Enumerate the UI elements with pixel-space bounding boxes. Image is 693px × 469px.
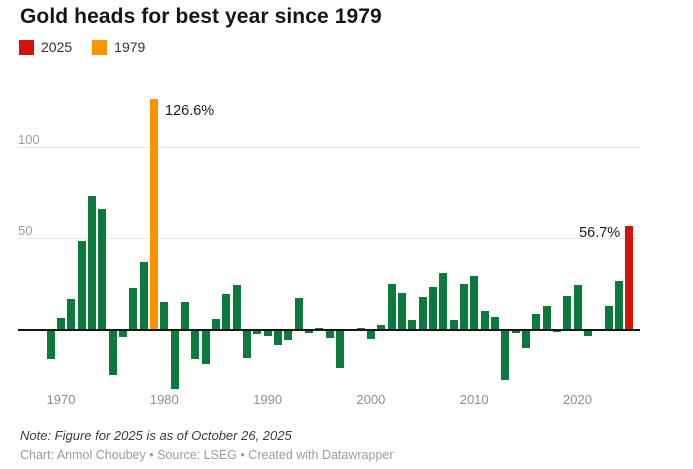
x-axis-tick-1980: 1980 (149, 392, 179, 407)
legend-label: 2025 (41, 39, 73, 55)
bar-2015[interactable] (521, 329, 530, 349)
gridline-50 (18, 238, 640, 239)
bar-2009[interactable] (459, 284, 468, 330)
bar-1982[interactable] (181, 302, 189, 330)
y-axis-tick-50: 50 (18, 222, 33, 238)
bar-2000[interactable] (366, 329, 375, 340)
legend-label: 1979 (114, 39, 146, 55)
bar-2010[interactable] (470, 275, 479, 330)
bar-1987[interactable] (232, 284, 241, 330)
bar-2017[interactable] (542, 305, 551, 330)
legend-item-1979: 1979 (92, 39, 145, 55)
bar-1973[interactable] (88, 195, 96, 330)
bar-1978[interactable] (139, 262, 148, 330)
bar-2011[interactable] (480, 311, 489, 330)
bar-1981[interactable] (170, 329, 179, 389)
bar-1991[interactable] (274, 329, 282, 346)
bar-2008[interactable] (449, 319, 458, 330)
bar-1984[interactable] (201, 329, 210, 365)
y-axis-tick-100: 100 (18, 131, 40, 147)
bar-2002[interactable] (387, 284, 396, 330)
bar-1985[interactable] (212, 318, 220, 330)
bar-2006[interactable] (428, 287, 437, 330)
gridline-100 (18, 147, 640, 148)
bar-1975[interactable] (108, 329, 117, 375)
bar-1988[interactable] (243, 329, 251, 359)
bar-2001[interactable] (377, 324, 386, 330)
bar-1977[interactable] (129, 288, 138, 330)
chart-note: Note: Figure for 2025 is as of October 2… (20, 428, 292, 443)
bar-1983[interactable] (191, 329, 200, 360)
bar-1989[interactable] (253, 329, 262, 334)
bar-2023[interactable] (604, 305, 613, 330)
bar-2018[interactable] (552, 329, 561, 333)
legend-item-2025: 2025 (19, 39, 72, 55)
annotation-2025: 56.7% (579, 224, 621, 241)
bar-1970[interactable] (57, 318, 65, 330)
x-axis-tick-1990: 1990 (253, 392, 283, 407)
x-axis-tick-2000: 2000 (356, 392, 386, 407)
x-axis-baseline (18, 328, 640, 331)
bar-2016[interactable] (532, 314, 541, 330)
bar-2012[interactable] (490, 316, 499, 330)
bar-2003[interactable] (397, 293, 406, 330)
bar-1990[interactable] (263, 329, 272, 337)
bar-2004[interactable] (408, 319, 417, 330)
bar-1996[interactable] (325, 329, 334, 338)
bar-2024[interactable] (614, 281, 623, 330)
bar-2013[interactable] (501, 329, 510, 381)
chart-title: Gold heads for best year since 1979 (20, 5, 382, 28)
bar-1974[interactable] (98, 209, 107, 330)
bar-2019[interactable] (563, 296, 572, 330)
bar-2005[interactable] (418, 297, 427, 330)
chart-credit: Chart: Anmol Choubey • Source: LSEG • Cr… (20, 448, 394, 462)
bar-1997[interactable] (335, 329, 344, 369)
bar-1979[interactable] (150, 99, 158, 330)
annotation-1979: 126.6% (165, 103, 215, 120)
legend-swatch-2025 (19, 39, 34, 55)
bar-1992[interactable] (284, 329, 293, 340)
bar-1994[interactable] (304, 329, 313, 333)
bar-1969[interactable] (46, 329, 55, 359)
legend-swatch-1979 (92, 39, 108, 55)
bar-1971[interactable] (67, 299, 76, 330)
x-axis-tick-2010: 2010 (459, 392, 489, 407)
bar-2025[interactable] (625, 226, 634, 330)
x-axis-tick-2020: 2020 (563, 392, 592, 407)
bar-2007[interactable] (439, 272, 448, 330)
legend: 2025 1979 (19, 39, 145, 55)
bar-1980[interactable] (160, 301, 169, 330)
bar-1993[interactable] (294, 298, 303, 330)
bar-1972[interactable] (77, 240, 86, 330)
x-axis-tick-1970: 1970 (46, 392, 76, 407)
bar-2014[interactable] (511, 329, 520, 333)
bar-1986[interactable] (222, 294, 231, 330)
bar-2020[interactable] (573, 284, 582, 330)
bar-1976[interactable] (119, 329, 127, 337)
bar-2021[interactable] (583, 329, 592, 337)
